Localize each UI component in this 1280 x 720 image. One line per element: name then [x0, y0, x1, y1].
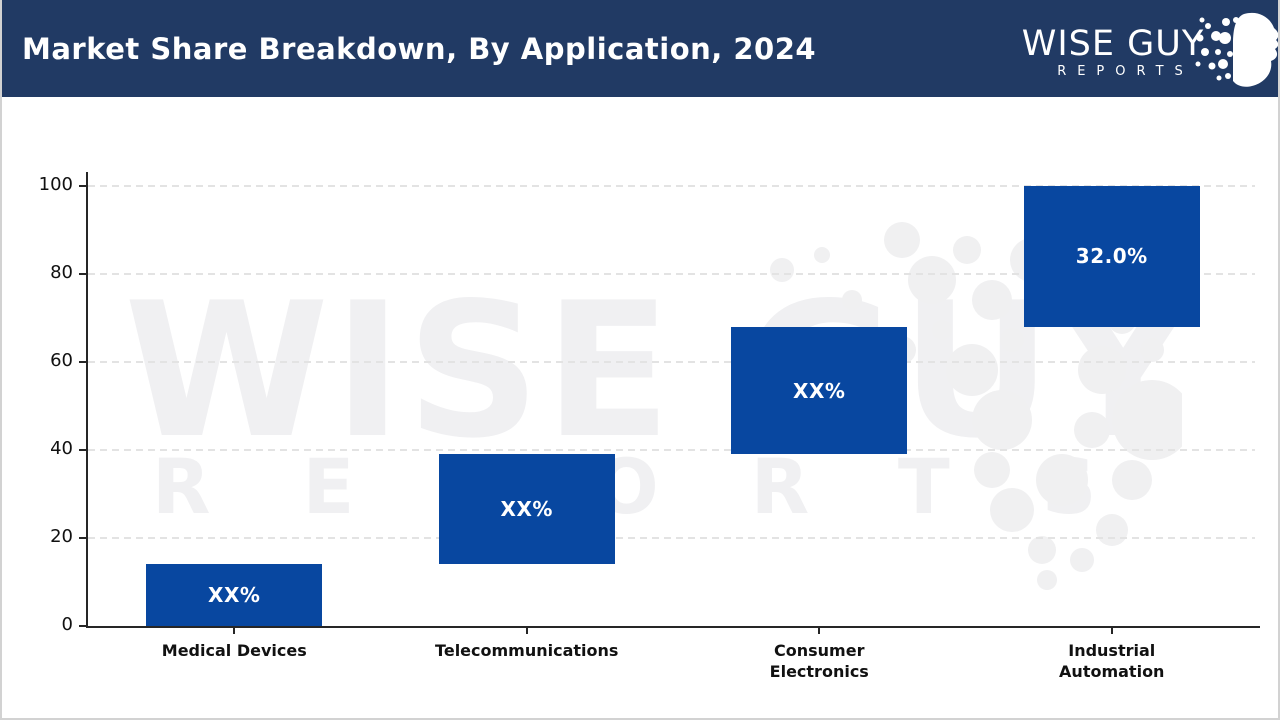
x-axis-category-label: Medical Devices — [114, 640, 354, 661]
y-tick-mark — [79, 625, 86, 627]
y-tick-mark — [79, 449, 86, 451]
watermark-face-icon — [770, 222, 1182, 590]
x-tick-mark — [525, 628, 528, 634]
y-tick-mark — [79, 273, 86, 275]
watermark-subtitle: REPORTS — [152, 442, 1189, 531]
x-axis-category-label: Telecommunications — [407, 640, 647, 661]
bar: XX% — [438, 454, 615, 565]
y-tick-label: 80 — [50, 262, 73, 283]
y-tick-label: 0 — [61, 614, 73, 635]
brand-logo-subtitle: REPORTS — [1057, 64, 1194, 79]
x-axis-category-line: Automation — [1059, 662, 1165, 681]
x-tick-mark — [233, 628, 236, 634]
gridline — [88, 185, 1255, 187]
y-tick-mark — [79, 185, 86, 187]
x-tick-mark — [1110, 628, 1113, 634]
y-tick-label: 60 — [50, 350, 73, 371]
x-tick-mark — [818, 628, 821, 634]
bar: XX% — [731, 326, 908, 455]
y-axis-spine — [86, 172, 88, 628]
y-tick-mark — [79, 537, 86, 539]
y-tick-label: 20 — [50, 526, 73, 547]
brand-face-icon — [1195, 12, 1278, 87]
bar-value-label: 32.0% — [1075, 244, 1148, 269]
x-axis-category-line: Electronics — [769, 662, 869, 681]
header-bar: Market Share Breakdown, By Application, … — [2, 0, 1278, 97]
y-tick-label: 40 — [50, 438, 73, 459]
gridline — [88, 273, 1255, 275]
bar: XX% — [146, 564, 323, 626]
x-axis-category-line: Medical Devices — [161, 641, 307, 660]
y-tick-label: 100 — [38, 174, 73, 195]
brand-logo: WISE GUY REPORTS — [1018, 8, 1278, 92]
brand-logo-wordmark: WISE GUY — [1021, 24, 1205, 64]
x-axis-category-line: Industrial — [1068, 641, 1156, 660]
bar-value-label: XX% — [208, 583, 261, 608]
bar-value-label: XX% — [793, 378, 846, 403]
gridline — [88, 361, 1255, 363]
x-axis-category-line: Telecommunications — [435, 641, 619, 660]
gridline — [88, 449, 1255, 451]
x-axis-category-line: Consumer — [774, 641, 865, 660]
x-axis-category-label: Industrial Automation — [992, 640, 1232, 682]
x-axis-spine — [86, 626, 1260, 628]
bar: 32.0% — [1023, 186, 1200, 327]
page-title: Market Share Breakdown, By Application, … — [22, 31, 817, 66]
x-axis-category-label: Consumer Electronics — [699, 640, 939, 682]
y-tick-mark — [79, 361, 86, 363]
gridline — [88, 537, 1255, 539]
bar-value-label: XX% — [500, 497, 553, 522]
